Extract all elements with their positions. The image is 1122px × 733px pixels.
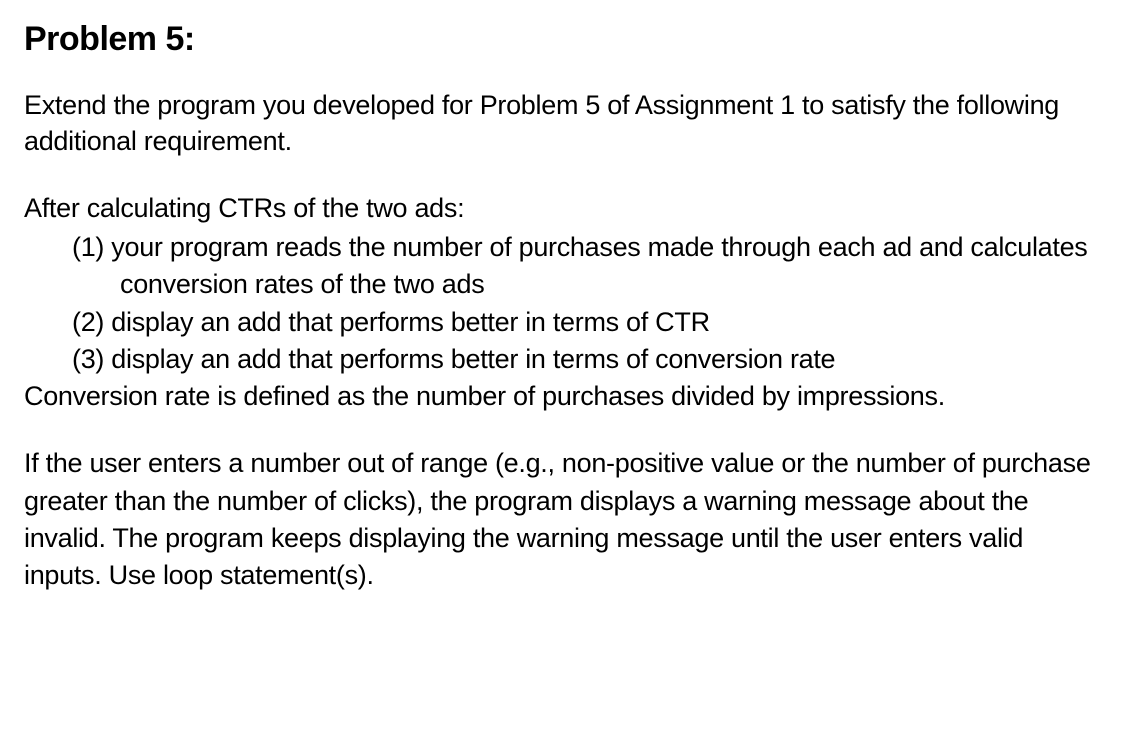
intro-paragraph: Extend the program you developed for Pro… xyxy=(24,87,1098,160)
requirement-3: (3) display an add that performs better … xyxy=(24,341,1098,378)
requirement-2: (2) display an add that performs better … xyxy=(24,304,1098,341)
requirement-1-line-2: conversion rates of the two ads xyxy=(24,266,1098,303)
requirement-1-line-1: (1) your program reads the number of pur… xyxy=(24,229,1098,266)
problem-title: Problem 5: xyxy=(24,20,1098,59)
section-lead: After calculating CTRs of the two ads: xyxy=(24,190,1098,227)
requirements-block: After calculating CTRs of the two ads: (… xyxy=(24,190,1098,416)
conversion-definition: Conversion rate is defined as the number… xyxy=(24,378,1098,415)
validation-paragraph: If the user enters a number out of range… xyxy=(24,445,1098,594)
